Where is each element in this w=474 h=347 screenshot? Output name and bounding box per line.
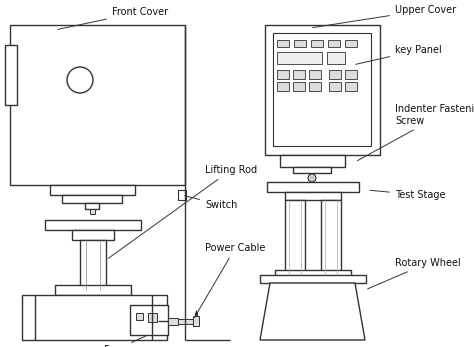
Bar <box>309 82 321 91</box>
Text: Fuse: Fuse <box>104 336 146 347</box>
Bar <box>267 182 359 192</box>
Circle shape <box>67 67 93 93</box>
Bar <box>85 203 99 209</box>
Bar <box>345 82 357 91</box>
Text: Indenter Fastening
Screw: Indenter Fastening Screw <box>357 104 474 161</box>
Bar <box>277 82 289 91</box>
Bar <box>328 40 340 47</box>
Bar <box>72 230 114 240</box>
Bar <box>293 82 305 91</box>
Bar <box>277 40 289 47</box>
Bar <box>5 45 17 105</box>
Bar <box>329 70 341 79</box>
Bar <box>329 82 341 91</box>
Circle shape <box>308 174 316 182</box>
Text: Lifting Rod: Lifting Rod <box>108 165 257 259</box>
Bar <box>178 190 186 200</box>
Bar <box>345 40 357 47</box>
Bar <box>10 25 185 185</box>
Text: Power Cable: Power Cable <box>194 243 265 318</box>
Bar <box>265 25 380 155</box>
Bar <box>90 209 95 214</box>
Bar <box>193 316 199 326</box>
Bar <box>275 270 351 280</box>
Bar <box>277 52 322 64</box>
Text: Test Stage: Test Stage <box>370 190 446 200</box>
Bar <box>130 305 168 335</box>
Bar <box>285 200 305 275</box>
Bar <box>22 295 167 340</box>
Bar <box>285 192 341 200</box>
Text: key Panel: key Panel <box>356 45 442 65</box>
Bar <box>294 40 306 47</box>
Bar <box>293 70 305 79</box>
Bar <box>277 70 289 79</box>
Text: Front Cover: Front Cover <box>58 7 168 29</box>
Bar <box>280 155 345 167</box>
Bar <box>45 220 141 230</box>
Bar <box>273 33 371 146</box>
Bar <box>136 313 143 320</box>
Bar <box>50 185 135 195</box>
Bar <box>148 313 157 322</box>
Text: Rotary Wheel: Rotary Wheel <box>367 258 461 289</box>
Text: Switch: Switch <box>185 196 237 210</box>
Bar <box>345 70 357 79</box>
Bar <box>178 319 193 324</box>
Text: Upper Cover: Upper Cover <box>313 5 456 27</box>
Bar <box>311 40 323 47</box>
Bar <box>62 195 122 203</box>
Bar <box>327 52 345 64</box>
Bar <box>321 200 341 275</box>
Bar <box>293 167 331 173</box>
Bar <box>168 318 178 325</box>
Bar <box>309 70 321 79</box>
Polygon shape <box>260 283 365 340</box>
Bar <box>55 285 131 295</box>
Bar <box>80 240 106 290</box>
Bar <box>260 275 366 283</box>
